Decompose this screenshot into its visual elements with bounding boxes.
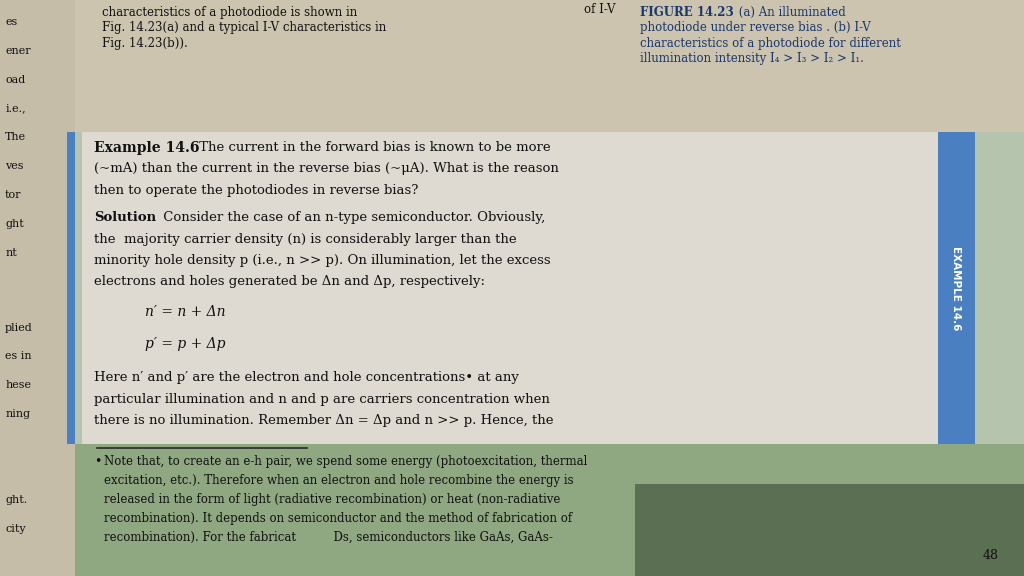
Text: p′ = p + Δp: p′ = p + Δp <box>145 337 226 351</box>
Text: Fig. 14.23(b)).: Fig. 14.23(b)). <box>102 37 188 50</box>
Text: released in the form of light (radiative recombination) or heat (non-radiative: released in the form of light (radiative… <box>104 493 561 506</box>
Text: city: city <box>5 524 26 534</box>
Text: characteristics of a photodiode for different: characteristics of a photodiode for diff… <box>640 37 901 50</box>
Text: •: • <box>94 455 101 468</box>
Text: characteristics of a photodiode is shown in: characteristics of a photodiode is shown… <box>102 6 357 19</box>
Text: hese: hese <box>5 380 31 390</box>
Text: ght.: ght. <box>5 495 28 505</box>
Text: illumination intensity I₄ > I₃ > I₂ > I₁.: illumination intensity I₄ > I₃ > I₂ > I₁… <box>640 52 864 66</box>
Bar <box>0 0 75 576</box>
Text: The current in the forward bias is known to be more: The current in the forward bias is known… <box>195 141 550 154</box>
Text: plied: plied <box>5 323 33 332</box>
Text: Here n′ and p′ are the electron and hole concentrations• at any: Here n′ and p′ are the electron and hole… <box>94 372 519 384</box>
Text: ning: ning <box>5 409 31 419</box>
Text: EXAMPLE 14.6: EXAMPLE 14.6 <box>951 246 962 330</box>
Text: of I-V: of I-V <box>584 3 615 16</box>
Text: recombination). For the fabricat          Ds, semiconductors like GaAs, GaAs-: recombination). For the fabricat Ds, sem… <box>104 531 553 544</box>
Bar <box>82 132 942 444</box>
Text: Note that, to create an e-h pair, we spend some energy (photoexcitation, thermal: Note that, to create an e-h pair, we spe… <box>104 455 588 468</box>
Bar <box>938 132 975 444</box>
Text: oad: oad <box>5 75 26 85</box>
Text: then to operate the photodiodes in reverse bias?: then to operate the photodiodes in rever… <box>94 184 419 197</box>
Text: excitation, etc.). Therefore when an electron and hole recombine the energy is: excitation, etc.). Therefore when an ele… <box>104 474 574 487</box>
Text: photodiode under reverse bias . (b) I-V: photodiode under reverse bias . (b) I-V <box>640 21 870 35</box>
Text: i.e.,: i.e., <box>5 104 26 113</box>
Text: (a) An illuminated: (a) An illuminated <box>735 6 846 19</box>
Text: there is no illumination. Remember Δn = Δp and n >> p. Hence, the: there is no illumination. Remember Δn = … <box>94 414 554 427</box>
Text: particular illumination and n and p are carriers concentration when: particular illumination and n and p are … <box>94 393 550 406</box>
Bar <box>635 484 1024 576</box>
Text: Fig. 14.23(a) and a typical I-V characteristics in: Fig. 14.23(a) and a typical I-V characte… <box>102 21 387 35</box>
Text: Consider the case of an n-type semiconductor. Obviously,: Consider the case of an n-type semicondu… <box>159 211 545 225</box>
Text: Example 14.6: Example 14.6 <box>94 141 200 155</box>
Bar <box>67 132 75 444</box>
Text: Solution: Solution <box>94 211 157 225</box>
Text: (~mA) than the current in the reverse bias (~μA). What is the reason: (~mA) than the current in the reverse bi… <box>94 162 559 176</box>
Text: FIGURE 14.23: FIGURE 14.23 <box>640 6 734 19</box>
Text: 48: 48 <box>982 548 998 562</box>
Bar <box>75 444 1024 576</box>
Text: tor: tor <box>5 190 22 200</box>
Text: ves: ves <box>5 161 24 171</box>
Text: n′ = n + Δn: n′ = n + Δn <box>145 305 226 319</box>
Text: electrons and holes generated be Δn and Δp, respectively:: electrons and holes generated be Δn and … <box>94 275 485 289</box>
Bar <box>75 0 1024 132</box>
Text: minority hole density p (i.e., n >> p). On illumination, let the excess: minority hole density p (i.e., n >> p). … <box>94 254 551 267</box>
Text: The: The <box>5 132 27 142</box>
Text: nt: nt <box>5 248 16 257</box>
Text: ener: ener <box>5 46 31 56</box>
Text: ght: ght <box>5 219 24 229</box>
Text: es: es <box>5 17 17 27</box>
Text: recombination). It depends on semiconductor and the method of fabrication of: recombination). It depends on semiconduc… <box>104 512 572 525</box>
Text: the  majority carrier density (n) is considerably larger than the: the majority carrier density (n) is cons… <box>94 233 517 246</box>
Text: es in: es in <box>5 351 32 361</box>
